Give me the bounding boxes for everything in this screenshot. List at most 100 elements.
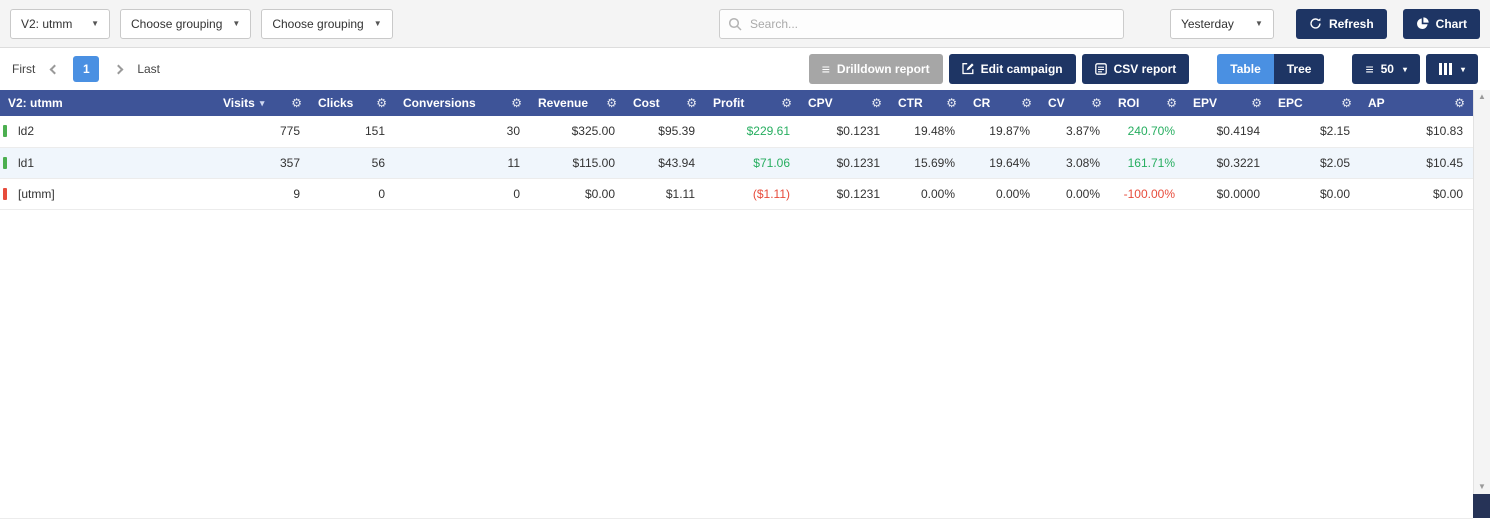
cell-roi: -100.00%	[1110, 178, 1185, 210]
gear-icon[interactable]: ⚙	[1341, 96, 1352, 110]
refresh-icon	[1309, 17, 1322, 30]
cell-cpv: $0.1231	[800, 178, 890, 210]
total-profit: $299.56	[705, 494, 800, 519]
column-header-ctr[interactable]: CTR ⚙	[890, 90, 965, 116]
columns-settings-dropdown[interactable]: ▾	[1425, 54, 1478, 84]
refresh-button[interactable]: Refresh	[1295, 8, 1387, 39]
date-range-dropdown[interactable]: Yesterday ▼	[1169, 8, 1274, 39]
cell-conversions: 0	[395, 178, 530, 210]
chevron-down-icon: ▼	[91, 19, 99, 28]
table-row[interactable]: [utmm] 9 0 0 $0.00 $1.11 ($1.11) $0.1231 0.00% 0.…	[0, 178, 1473, 210]
pagination-page-1[interactable]: 1	[73, 56, 100, 82]
gear-icon[interactable]: ⚙	[1021, 96, 1032, 110]
cell-epc: $2.05	[1270, 147, 1360, 179]
total-cost: $140.44	[625, 494, 705, 519]
column-header-clicks[interactable]: Clicks ⚙	[310, 90, 395, 116]
total-cv: 3.59%	[1040, 494, 1110, 519]
total-visits: 1,141	[215, 494, 310, 519]
table-view-button[interactable]: Table	[1217, 54, 1274, 84]
search-input[interactable]	[718, 8, 1124, 39]
grouping-dropdown-2[interactable]: Choose grouping ▼	[261, 8, 393, 39]
column-header-v2-utmm[interactable]: V2: utmm	[0, 90, 215, 116]
column-header-ap[interactable]: AP ⚙	[1360, 90, 1473, 116]
chevron-down-icon: ▾	[1402, 64, 1407, 74]
gear-icon[interactable]: ⚙	[606, 96, 617, 110]
pagination-prev[interactable]	[47, 62, 61, 76]
total-clicks: 207	[310, 494, 395, 519]
cell-roi: 161.71%	[1110, 147, 1185, 179]
column-label: Profit	[713, 96, 745, 110]
top-toolbar: V2: utmm ▼ Choose grouping ▼ Choose grou…	[0, 0, 1490, 48]
chevron-down-icon: ▾	[1460, 64, 1465, 74]
gear-icon[interactable]: ⚙	[1091, 96, 1102, 110]
drilldown-report-button[interactable]: ≡ Drilldown report	[808, 54, 943, 84]
pie-chart-icon	[1416, 17, 1429, 30]
column-label: ROI	[1118, 96, 1140, 110]
gear-icon[interactable]: ⚙	[946, 96, 957, 110]
cell-clicks: 56	[310, 147, 395, 179]
total-row-cells: Total 1,141 207 41 $440.00 $140.44 $299.56 $0.1…	[0, 494, 1473, 519]
gear-icon[interactable]: ⚙	[871, 96, 882, 110]
table-row[interactable]: ld2 775 151 30 $325.00 $95.39 $229.61 $0.1231 19…	[0, 116, 1473, 148]
table-body: ld2 775 151 30 $325.00 $95.39 $229.61 $0.1231 19…	[0, 116, 1473, 210]
column-label: AP	[1368, 96, 1385, 110]
refresh-label: Refresh	[1328, 16, 1374, 31]
scroll-up-icon[interactable]: ▲	[1478, 92, 1486, 101]
column-header-revenue[interactable]: Revenue ⚙	[530, 90, 625, 116]
gear-icon[interactable]: ⚙	[1166, 96, 1177, 110]
column-label: Visits	[223, 96, 255, 110]
list-icon: ≡	[821, 61, 830, 77]
row-name-cell: ld2	[0, 116, 215, 148]
column-header-cv[interactable]: CV ⚙	[1040, 90, 1110, 116]
gear-icon[interactable]: ⚙	[376, 96, 387, 110]
total-roi: 213.30%	[1110, 494, 1185, 519]
column-header-profit[interactable]: Profit ⚙	[705, 90, 800, 116]
column-header-cr[interactable]: CR ⚙	[965, 90, 1040, 116]
rows-per-page-value: 50	[1380, 62, 1394, 76]
chart-button[interactable]: Chart	[1402, 8, 1480, 39]
gear-icon[interactable]: ⚙	[686, 96, 697, 110]
column-header-cpv[interactable]: CPV ⚙	[800, 90, 890, 116]
cell-profit: $229.61	[705, 116, 800, 148]
column-header-epc[interactable]: EPC ⚙	[1270, 90, 1360, 116]
gear-icon[interactable]: ⚙	[291, 96, 302, 110]
tree-view-button[interactable]: Tree	[1273, 54, 1325, 84]
cell-clicks: 151	[310, 116, 395, 148]
table-scrollbar[interactable]: ▲ ▼	[1473, 90, 1490, 494]
gear-icon[interactable]: ⚙	[1251, 96, 1262, 110]
column-header-conversions[interactable]: Conversions ⚙	[395, 90, 530, 116]
cell-profit: $71.06	[705, 147, 800, 179]
column-header-roi[interactable]: ROI ⚙	[1110, 90, 1185, 116]
column-header-cost[interactable]: Cost ⚙	[625, 90, 705, 116]
sort-desc-icon: ▾	[259, 97, 265, 108]
edit-campaign-button[interactable]: Edit campaign	[948, 54, 1076, 84]
csv-report-button[interactable]: CSV report	[1081, 54, 1190, 84]
grouping-dropdown-1[interactable]: Choose grouping ▼	[120, 8, 252, 39]
total-label: Total	[0, 494, 215, 519]
gear-icon[interactable]: ⚙	[1454, 96, 1465, 110]
column-label: Conversions	[403, 96, 476, 110]
gear-icon[interactable]: ⚙	[781, 96, 792, 110]
total-row: Total 1,141 207 41 $440.00 $140.44 $299.56 $0.1…	[0, 494, 1490, 519]
total-revenue: $440.00	[530, 494, 625, 519]
campaign-variable-dropdown[interactable]: V2: utmm ▼	[10, 8, 110, 39]
cell-ctr: 15.69%	[890, 147, 965, 179]
cell-revenue: $115.00	[530, 147, 625, 179]
report-actions: ≡ Drilldown report Edit campaign CSV rep…	[808, 54, 1478, 84]
pagination-last[interactable]: Last	[137, 62, 161, 76]
column-header-visits[interactable]: Visits ▾ ⚙	[215, 90, 310, 116]
column-label: EPC	[1278, 96, 1303, 110]
view-toggle-group: Table Tree	[1217, 54, 1325, 84]
cell-cr: 0.00%	[965, 178, 1040, 210]
scroll-down-icon[interactable]: ▼	[1478, 482, 1486, 491]
cell-epv: $0.3221	[1185, 147, 1270, 179]
gear-icon[interactable]: ⚙	[511, 96, 522, 110]
pagination-next[interactable]	[111, 62, 125, 76]
rows-per-page-dropdown[interactable]: ≡ 50 ▾	[1352, 54, 1420, 84]
table-row[interactable]: ld1 357 56 11 $115.00 $43.94 $71.06 $0.1231 15.6…	[0, 147, 1473, 179]
column-header-epv[interactable]: EPV ⚙	[1185, 90, 1270, 116]
row-label: ld1	[18, 155, 35, 170]
pagination-first[interactable]: First	[12, 62, 36, 76]
row-label: ld2	[18, 124, 35, 139]
status-indicator	[3, 187, 7, 200]
